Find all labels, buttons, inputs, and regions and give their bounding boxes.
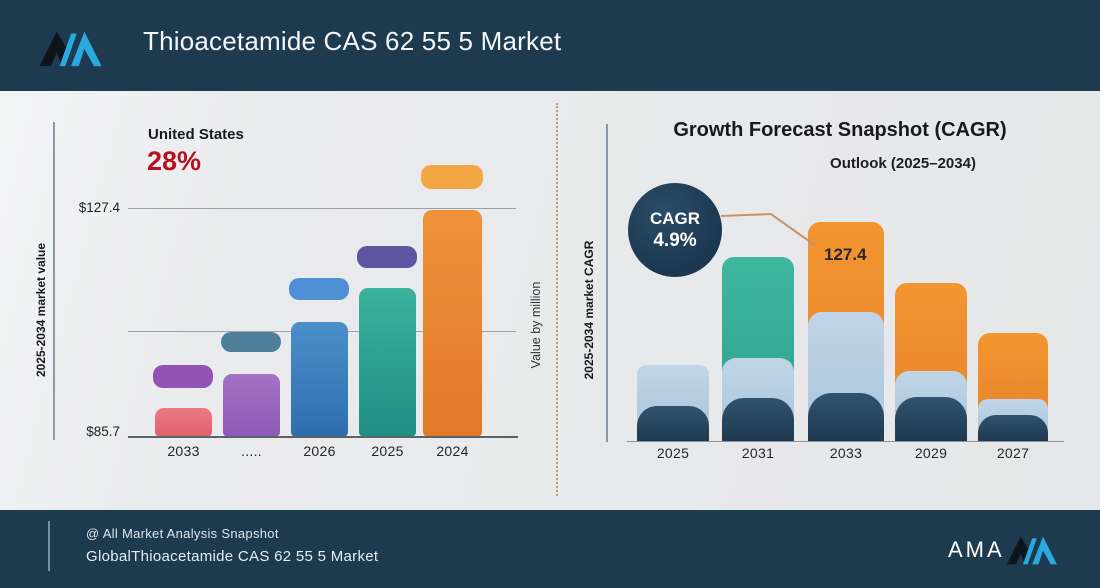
footer-brand-logo-icon [1006, 536, 1057, 565]
left-bar-2024 [423, 210, 482, 437]
right-bar-2033-seg-2 [808, 393, 884, 441]
right-bar-2029-seg-2 [895, 397, 967, 441]
left-bar-cap-2033 [153, 365, 213, 388]
left-y-axis [53, 122, 55, 440]
left-gridline-top [128, 208, 516, 209]
right-x-label-2027: 2027 [996, 445, 1030, 461]
cagr-badge-value: 4.9% [653, 229, 697, 251]
right-x-label-2031: 2031 [741, 445, 775, 461]
left-bar-cap-2025 [357, 246, 417, 268]
left-x-label-2025: 2025 [371, 443, 404, 459]
footer-line2: GlobalThioacetamide CAS 62 55 5 Market [86, 548, 379, 565]
right-chart-title: Growth Forecast Snapshot (CAGR) [673, 119, 1007, 141]
right-bar-2027-seg-2 [978, 415, 1048, 441]
cagr-badge-title: CAGR [649, 208, 701, 228]
section-divider [556, 103, 558, 496]
footer-brand-text: AMA [948, 537, 1005, 562]
right-y-axis [606, 124, 608, 442]
right-x-label-2029: 2029 [914, 445, 948, 461]
left-region-share: 28% [147, 146, 202, 176]
footer-divider [48, 521, 50, 571]
right-x-label-2033: 2033 [829, 445, 863, 461]
peak-value-label: 127.4 [824, 245, 867, 264]
left-bar-cap-..... [221, 332, 281, 352]
right-chart-subtitle: Outlook (2025–2034) [830, 155, 976, 172]
left-bar-2025 [359, 288, 416, 437]
cagr-badge: CAGR 4.9% [628, 183, 722, 277]
left-bar-2033 [155, 408, 212, 437]
left-region-label: United States [148, 126, 244, 143]
left-x-label-2033: 2033 [167, 443, 200, 459]
left-x-label-2026: 2026 [303, 443, 336, 459]
right-bar-2025-seg-1 [637, 406, 709, 441]
left-x-label-.....: ..... [241, 443, 262, 459]
page-title: Thioacetamide CAS 62 55 5 Market [143, 26, 562, 56]
footer [0, 510, 1100, 588]
brand-logo-icon [39, 31, 102, 67]
right-bar-2031-seg-2 [722, 398, 794, 441]
left-tick-bottom: $85.7 [86, 424, 120, 439]
left-bar-..... [223, 374, 280, 437]
left-x-label-2024: 2024 [436, 443, 469, 459]
left-bar-2026 [291, 322, 348, 437]
header [0, 0, 1100, 91]
left-tick-top: $127.4 [78, 200, 120, 215]
right-x-label-2025: 2025 [656, 445, 690, 461]
left-x-axis [128, 436, 518, 438]
footer-line1: @ All Market Analysis Snapshot [86, 526, 279, 541]
right-x-axis [627, 441, 1064, 442]
left-bar-cap-2026 [289, 278, 349, 300]
left-bar-cap-2024 [421, 165, 483, 189]
